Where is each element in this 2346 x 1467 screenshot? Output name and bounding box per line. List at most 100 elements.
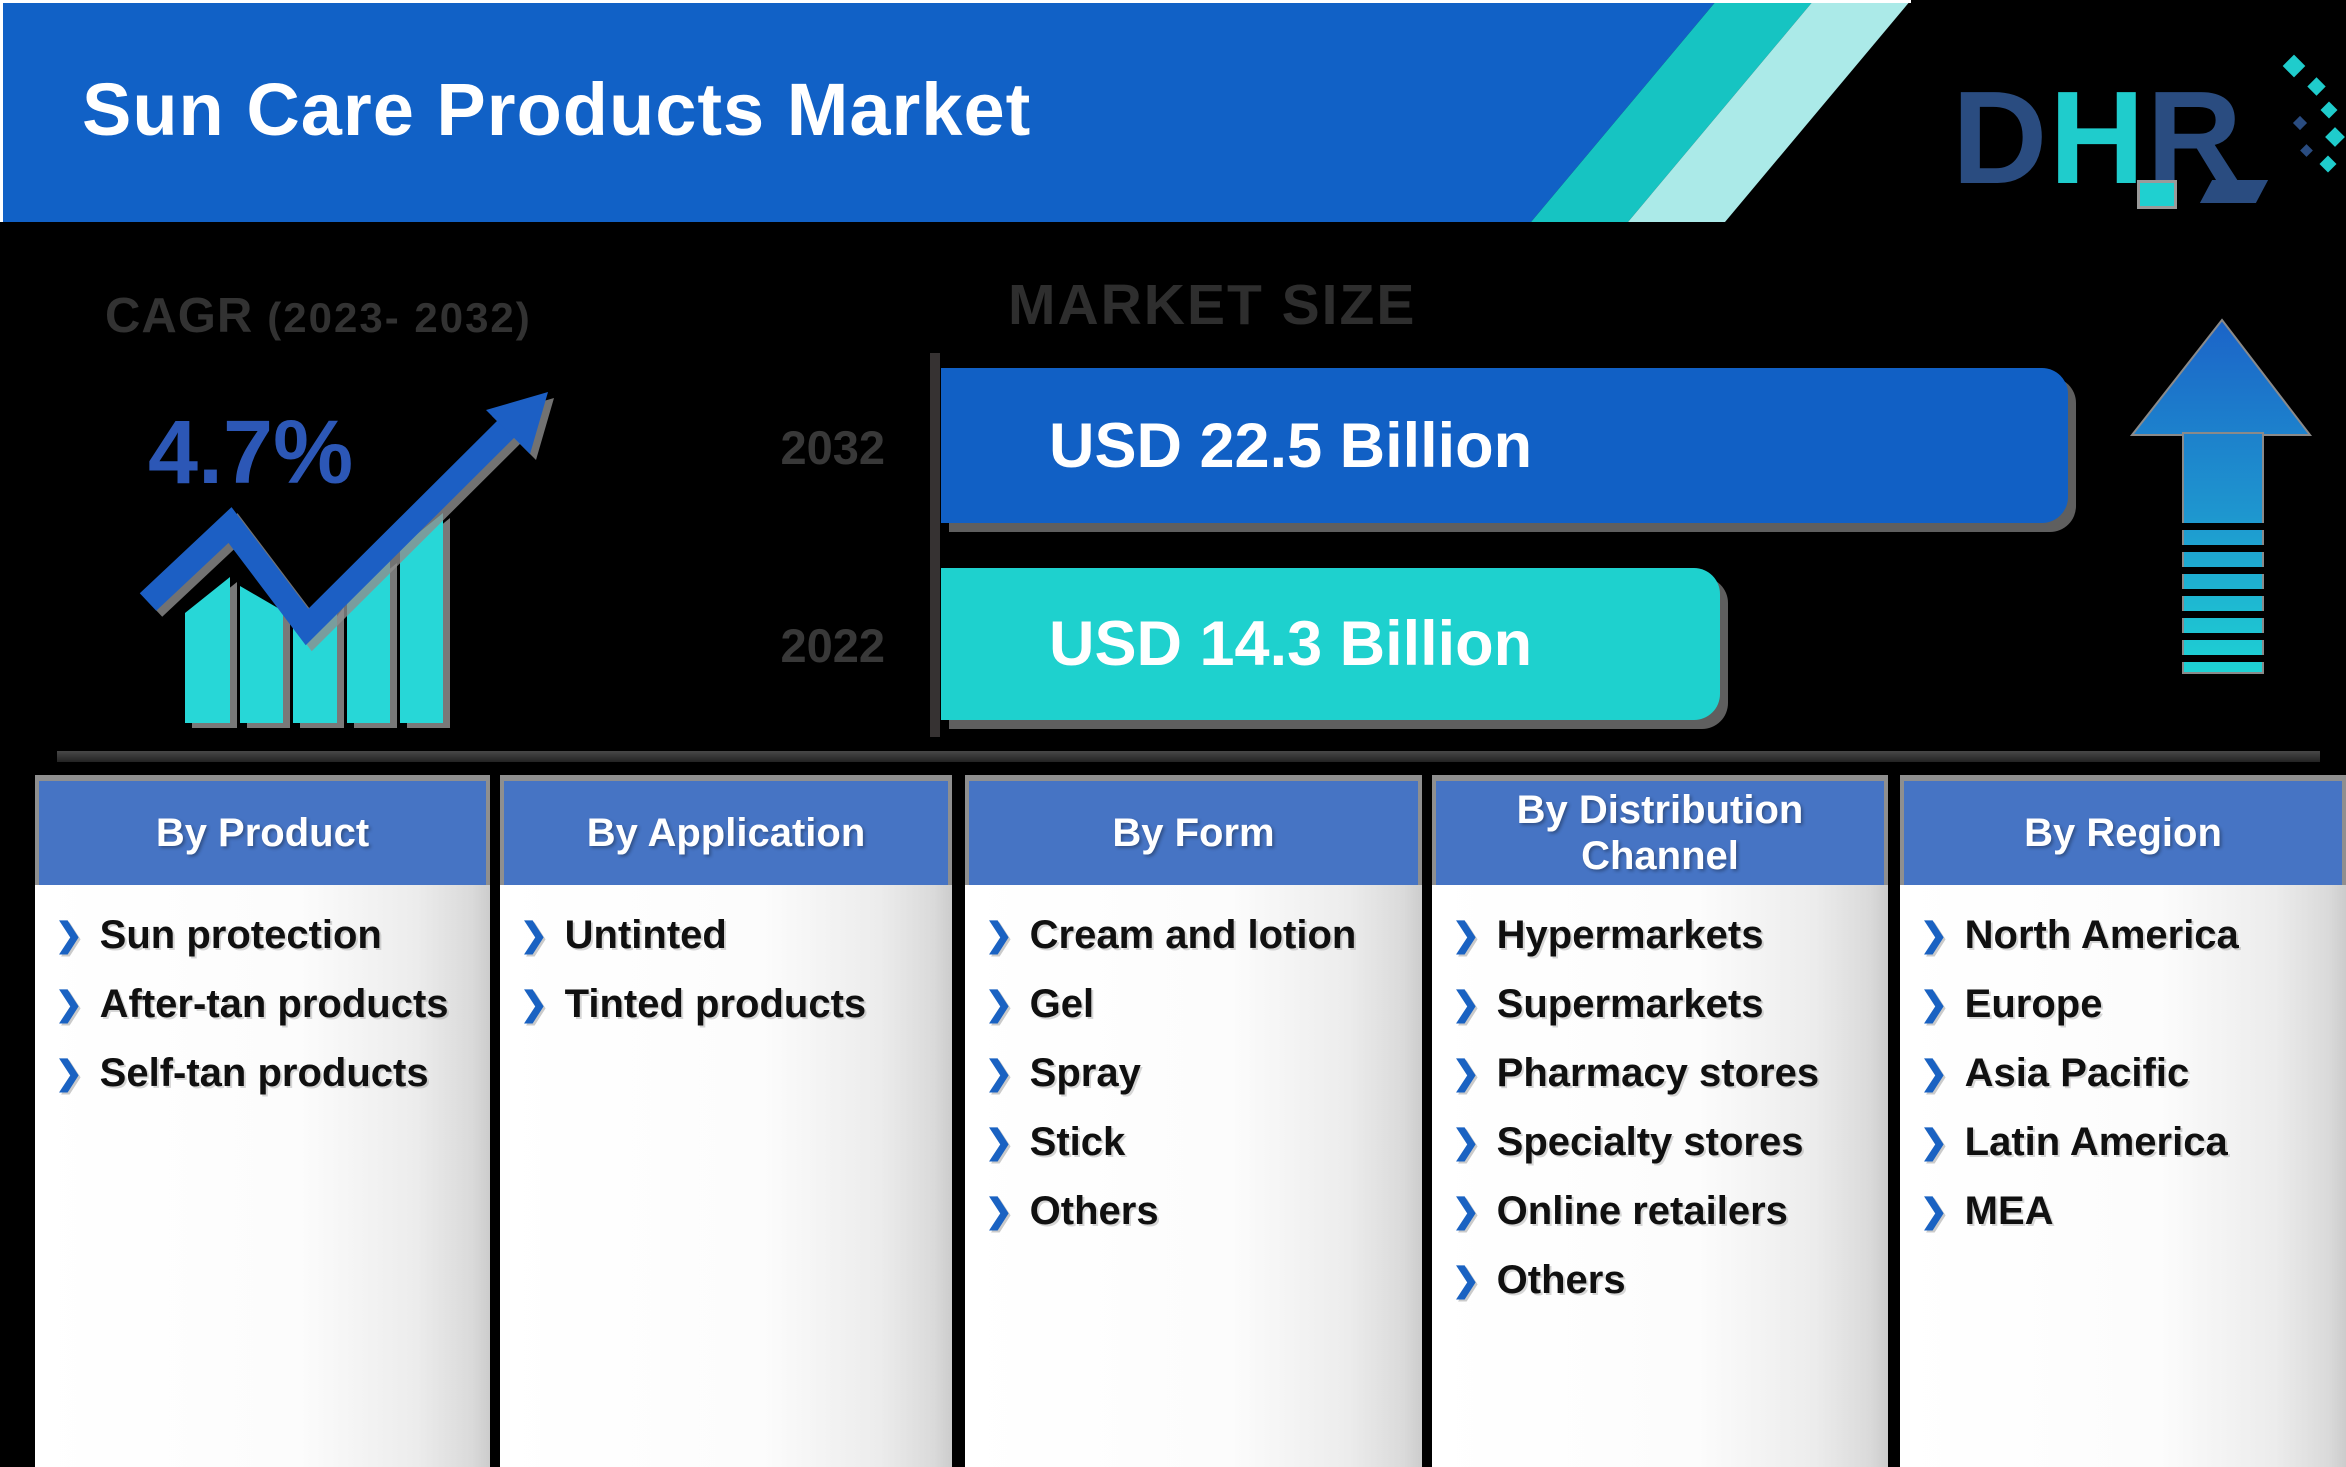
list-item-label: Sun protection — [99, 913, 382, 957]
chevron-bullet-icon: ❯ — [1452, 1261, 1480, 1298]
segment-list: ❯ Cream and lotion ❯ Gel ❯ Spray ❯ Stick ❯ Others — [965, 885, 1422, 1246]
chevron-bullet-icon: ❯ — [55, 916, 83, 953]
list-item-label: Latin America — [1964, 1120, 2228, 1164]
list-item-label: After-tan products — [99, 982, 449, 1026]
list-item: ❯ North America — [1920, 901, 2332, 970]
list-item: ❯ Online retailers — [1452, 1177, 1874, 1246]
header-blue-shape — [0, 0, 1717, 222]
list-item-label: Cream and lotion — [1029, 913, 1357, 957]
column-by-distribution-channel: ❯ Hypermarkets ❯ Supermarkets ❯ Pharmacy stor… — [1432, 885, 1888, 1467]
list-item: ❯ Specialty stores — [1452, 1108, 1874, 1177]
dhr-logo-letters: DHR — [1952, 64, 2244, 211]
list-item-label: MEA — [1964, 1189, 2054, 1233]
list-item: ❯ Supermarkets — [1452, 970, 1874, 1039]
bar-year-label: 2022 — [780, 619, 885, 672]
list-item-label: Gel — [1029, 982, 1095, 1026]
chevron-bullet-icon: ❯ — [1452, 1054, 1480, 1091]
list-item: ❯ Pharmacy stores — [1452, 1039, 1874, 1108]
header-band — [0, 0, 2346, 222]
cagr-value: 4.7% — [148, 403, 354, 503]
chevron-bullet-icon: ❯ — [55, 985, 83, 1022]
list-item: ❯ Others — [1452, 1246, 1874, 1315]
chevron-bullet-icon: ❯ — [1920, 916, 1948, 953]
logo-letter-h: H — [2049, 64, 2147, 211]
list-item-label: Supermarkets — [1496, 982, 1764, 1026]
logo-chip-icon — [2137, 180, 2177, 209]
segment-list: ❯ Sun protection ❯ After-tan products ❯ Self-… — [35, 885, 490, 1108]
chevron-bullet-icon: ❯ — [985, 1123, 1013, 1160]
list-item-label: Pharmacy stores — [1496, 1051, 1820, 1095]
bar-value-label: USD 22.5 Billion — [1049, 410, 1533, 481]
bar-value-label: USD 14.3 Billion — [1049, 609, 1533, 679]
column-by-region: ❯ North America ❯ Europe ❯ Asia Pacific ❯ Latin… — [1900, 885, 2346, 1467]
list-item: ❯ MEA — [1920, 1177, 2332, 1246]
column-by-form: ❯ Cream and lotion ❯ Gel ❯ Spray ❯ Stick ❯ Others — [965, 885, 1422, 1467]
list-item-label: Specialty stores — [1496, 1120, 1804, 1164]
cagr-title: CAGR (2023- 2032) — [105, 288, 532, 344]
list-item: ❯ Tinted products — [520, 970, 938, 1039]
list-item: ❯ Untinted — [520, 901, 938, 970]
list-item: ❯ After-tan products — [55, 970, 476, 1039]
list-item-label: Online retailers — [1496, 1189, 1788, 1233]
column-header-by-distribution-channel: By Distribution Channel — [1432, 775, 1888, 885]
list-item: ❯ Asia Pacific — [1920, 1039, 2332, 1108]
market-size-title: MARKET SIZE — [1008, 273, 1417, 337]
list-item: ❯ Europe — [1920, 970, 2332, 1039]
chevron-bullet-icon: ❯ — [1452, 916, 1480, 953]
segment-list: ❯ North America ❯ Europe ❯ Asia Pacific ❯ Latin… — [1900, 885, 2346, 1246]
chevron-bullet-icon: ❯ — [985, 1054, 1013, 1091]
chevron-bullet-icon: ❯ — [985, 916, 1013, 953]
list-item: ❯ Sun protection — [55, 901, 476, 970]
section-divider — [57, 751, 2320, 762]
list-item-label: Europe — [1964, 982, 2103, 1026]
column-header-by-region: By Region — [1900, 775, 2346, 885]
page-title: Sun Care Products Market — [82, 68, 1032, 151]
top-white-line — [0, 0, 1911, 3]
list-item: ❯ Cream and lotion — [985, 901, 1408, 970]
cagr-range: (2023- 2032) — [267, 294, 532, 341]
chevron-bullet-icon: ❯ — [1920, 1123, 1948, 1160]
list-item-label: Asia Pacific — [1964, 1051, 2190, 1095]
list-item-label: Tinted products — [564, 982, 867, 1026]
chevron-bullet-icon: ❯ — [1920, 1054, 1948, 1091]
chevron-bullet-icon: ❯ — [1920, 1192, 1948, 1229]
list-item: ❯ Latin America — [1920, 1108, 2332, 1177]
list-item: ❯ Others — [985, 1177, 1408, 1246]
list-item: ❯ Spray — [985, 1039, 1408, 1108]
list-item: ❯ Stick — [985, 1108, 1408, 1177]
chevron-bullet-icon: ❯ — [985, 985, 1013, 1022]
bar-axis-line — [930, 353, 940, 737]
chevron-bullet-icon: ❯ — [985, 1192, 1013, 1229]
chevron-bullet-icon: ❯ — [1920, 985, 1948, 1022]
list-item-label: Stick — [1029, 1120, 1126, 1164]
chevron-bullet-icon: ❯ — [520, 916, 548, 953]
list-item-label: North America — [1964, 913, 2239, 957]
list-item-label: Untinted — [564, 913, 727, 957]
column-header-by-product: By Product — [35, 775, 490, 885]
left-white-line — [0, 0, 3, 222]
chevron-bullet-icon: ❯ — [1452, 1192, 1480, 1229]
cagr-label: CAGR — [105, 289, 254, 343]
market-size-bar-2022: USD 14.3 Billion — [941, 568, 1720, 720]
column-header-by-application: By Application — [500, 775, 952, 885]
segment-list: ❯ Hypermarkets ❯ Supermarkets ❯ Pharmacy stor… — [1432, 885, 1888, 1315]
growth-chart-icon — [139, 392, 554, 728]
list-item-label: Others — [1029, 1189, 1159, 1233]
chevron-bullet-icon: ❯ — [55, 1054, 83, 1091]
dhr-logo: DHR — [1952, 68, 2244, 218]
chevron-bullet-icon: ❯ — [1452, 985, 1480, 1022]
list-item-label: Others — [1496, 1258, 1626, 1302]
chevron-bullet-icon: ❯ — [520, 985, 548, 1022]
list-item-label: Self-tan products — [99, 1051, 429, 1095]
column-header-by-form: By Form — [965, 775, 1422, 885]
market-size-bar-2032: USD 22.5 Billion — [941, 368, 2068, 523]
list-item: ❯ Gel — [985, 970, 1408, 1039]
bar-year-label: 2032 — [780, 421, 885, 474]
column-by-application: ❯ Untinted ❯ Tinted products — [500, 885, 952, 1467]
list-item-label: Hypermarkets — [1496, 913, 1764, 957]
column-by-product: ❯ Sun protection ❯ After-tan products ❯ Self-… — [35, 885, 490, 1467]
list-item-label: Spray — [1029, 1051, 1141, 1095]
up-arrow-icon — [2129, 318, 2313, 674]
list-item: ❯ Hypermarkets — [1452, 901, 1874, 970]
